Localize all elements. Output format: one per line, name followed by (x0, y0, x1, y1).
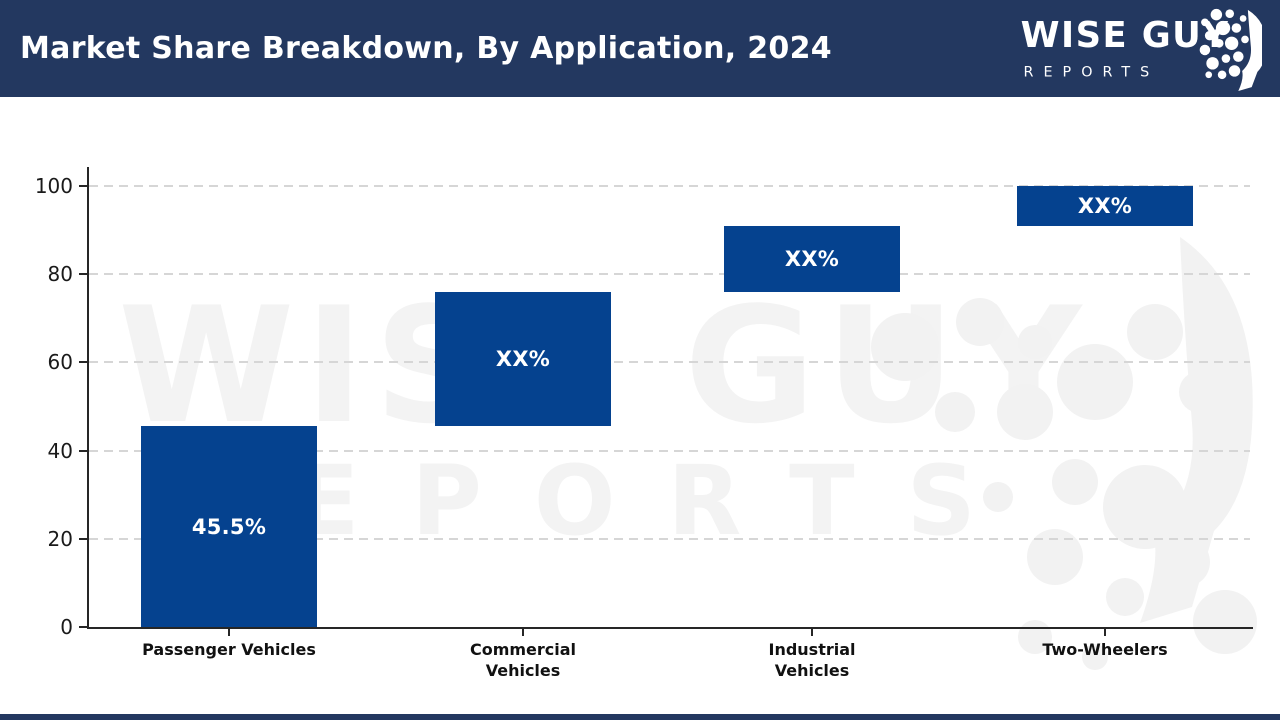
y-tick-mark (79, 185, 87, 187)
logo-face-icon (1199, 8, 1262, 91)
y-tick-label: 20 (47, 526, 73, 551)
y-tick-mark (79, 361, 87, 364)
wise-guy-logo: WISE GUY REPORTS (1021, 8, 1262, 91)
x-tick-mark (1104, 629, 1106, 636)
x-tick-mark (228, 629, 230, 636)
footer-strip (0, 714, 1280, 720)
x-tick-mark (811, 629, 813, 636)
bar-value-label: XX% (784, 246, 840, 271)
y-tick-label: 80 (47, 262, 73, 287)
category-label: Passenger Vehicles (142, 640, 316, 659)
y-axis (87, 167, 89, 629)
category-label: Industrial Vehicles (768, 640, 856, 680)
bar-value-label: XX% (495, 347, 551, 372)
y-tick-label: 100 (34, 174, 73, 198)
chart-canvas: 0 20 40 60 80 100 45.5% XX% XX% XX% Passenger Vehi… (0, 97, 1280, 714)
bar-value-label: XX% (1077, 193, 1133, 218)
gridline (89, 361, 1250, 364)
y-tick-label: 40 (47, 438, 73, 463)
y-tick-label: 60 (47, 350, 73, 375)
y-tick-label: 0 (60, 615, 73, 639)
page-title: Market Share Breakdown, By Application, … (20, 31, 832, 66)
bar-value-label: 45.5% (191, 514, 267, 539)
logo-text-line2: REPORTS (1024, 64, 1160, 80)
bar-industrial-vehicles: XX% (724, 225, 900, 292)
logo-text-line1: WISE GUY (1021, 15, 1230, 56)
bar-two-wheelers: XX% (1017, 186, 1193, 226)
gridline (89, 185, 1250, 187)
gridline (89, 537, 1250, 540)
gridline (89, 449, 1250, 452)
category-label: Two-Wheelers (1042, 640, 1168, 659)
x-tick-mark (522, 629, 524, 636)
bar-passenger-vehicles: 45.5% (141, 426, 317, 627)
y-tick-mark (79, 626, 87, 628)
x-axis (87, 627, 1253, 629)
header: Market Share Breakdown, By Application, … (0, 0, 1280, 97)
chart-area: WISE GUY REPORTS 0 20 40 60 80 100 45.5% XX% XX%… (0, 97, 1280, 714)
gridline (89, 273, 1250, 276)
category-label: Commercial Vehicles (469, 640, 577, 680)
y-tick-mark (79, 273, 87, 276)
y-tick-mark (79, 537, 87, 540)
bar-commercial-vehicles: XX% (435, 291, 611, 427)
y-tick-mark (79, 449, 87, 452)
